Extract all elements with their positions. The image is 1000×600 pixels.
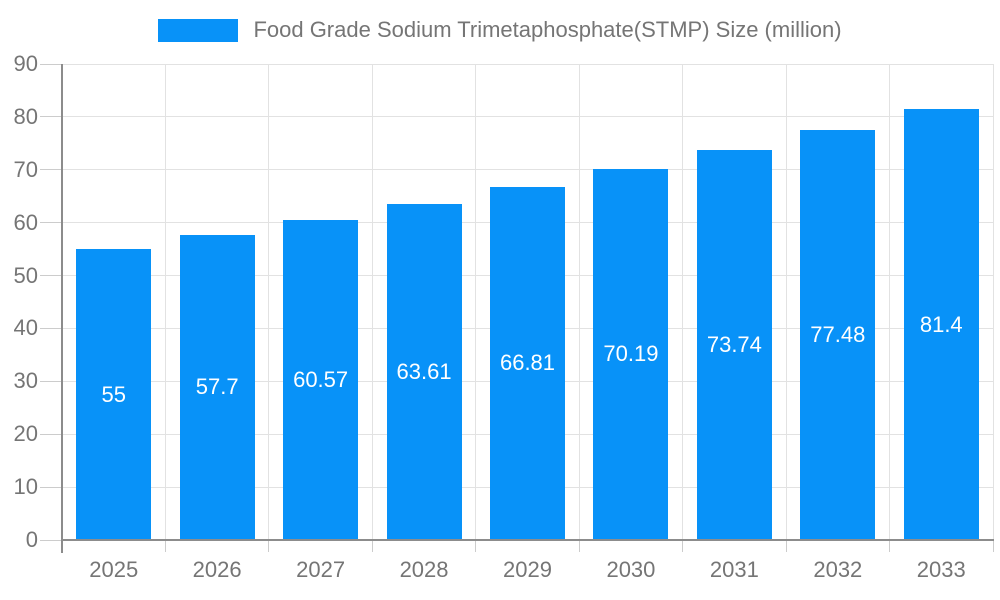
y-axis-label: 30 [13,368,38,394]
x-axis-label: 2033 [916,557,966,582]
bar[interactable] [490,186,565,540]
bar[interactable] [179,234,255,540]
x-tick [268,540,270,552]
y-gridline [62,116,993,118]
y-tick [40,486,62,488]
legend-item[interactable]: Food Grade Sodium Trimetaphosphate(STMP)… [158,17,842,43]
y-axis-label: 90 [13,51,38,76]
y-tick [40,433,62,435]
bar-value-label: 60.57 [293,366,349,392]
y-axis-label: 0 [25,527,38,552]
x-gridline [475,64,477,540]
x-gridline [785,64,787,540]
y-tick [40,169,62,171]
bar[interactable] [800,130,876,540]
y-axis-label: 40 [13,315,38,341]
x-axis-label: 2029 [503,557,552,582]
y-tick [40,380,62,382]
bar-value-label: 70.19 [603,341,659,367]
bar[interactable] [903,109,979,540]
legend-swatch-icon [158,18,239,42]
x-axis-label: 2032 [813,557,863,582]
x-axis-line [61,539,994,541]
x-tick [682,540,684,552]
x-axis-label: 2027 [296,557,346,582]
x-gridline [992,64,994,540]
y-axis-label: 70 [13,156,38,182]
bar[interactable] [386,203,462,540]
x-gridline [371,64,373,540]
bar-value-label: 66.81 [499,350,556,376]
y-gridline [62,63,993,65]
y-axis-line [61,64,63,553]
y-axis-label: 80 [13,103,38,129]
y-axis-label: 10 [13,474,38,500]
bar[interactable] [593,168,669,540]
x-axis-label: 2026 [192,557,242,582]
bar-value-label: 73.74 [706,331,762,357]
x-gridline [268,64,270,540]
bar[interactable] [696,149,772,540]
y-tick [40,63,62,65]
x-axis-label: 2031 [709,557,759,582]
x-axis-label: 2025 [89,557,139,582]
y-axis-label: 20 [13,421,38,447]
bar[interactable] [76,249,152,540]
y-axis-label: 60 [13,209,38,235]
bar-value-label: 63.61 [396,358,452,384]
y-tick [40,539,62,541]
x-tick [578,540,580,552]
x-gridline [889,64,891,540]
y-tick [40,327,62,329]
bar-value-label: 77.48 [810,322,866,348]
x-tick [785,540,787,552]
x-axis-label: 2028 [399,557,449,582]
y-axis-label: 50 [13,262,38,288]
bar[interactable] [283,219,359,540]
x-tick [371,540,373,552]
x-gridline [578,64,580,540]
legend: Food Grade Sodium Trimetaphosphate(STMP)… [0,17,1000,43]
bar-value-label: 55 [101,381,126,407]
x-tick [164,540,166,552]
y-gridline [62,169,993,171]
y-tick [40,275,62,277]
x-axis-label: 2030 [606,557,656,582]
x-tick [992,540,994,552]
x-gridline [164,64,166,540]
y-tick [40,222,62,224]
y-tick [40,116,62,118]
x-tick [889,540,891,552]
bar-value-label: 81.4 [919,311,963,337]
x-gridline [682,64,684,540]
x-tick [475,540,477,552]
bar-value-label: 57.7 [195,374,239,400]
legend-label: Food Grade Sodium Trimetaphosphate(STMP)… [253,17,842,42]
